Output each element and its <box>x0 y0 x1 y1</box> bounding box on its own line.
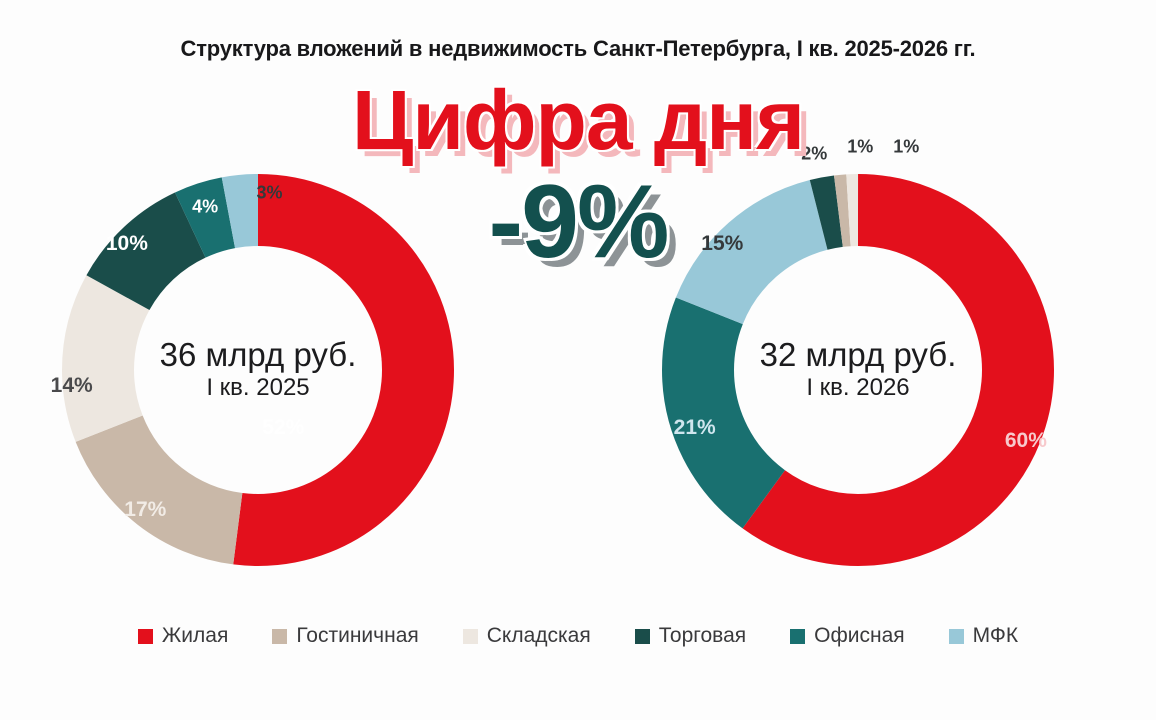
legend-label: МФК <box>972 624 1019 647</box>
donut-svg-2025 <box>62 174 454 566</box>
chart-legend: Жилая Гостиничная Складская Торговая Офи… <box>0 624 1156 648</box>
legend-swatch-icon <box>634 628 650 644</box>
slice-office-2026[interactable] <box>662 174 1054 566</box>
legend-swatch-icon <box>272 628 288 644</box>
page-title: Структура вложений в недвижимость Санкт-… <box>180 36 976 61</box>
legend-label: Складская <box>486 624 591 647</box>
legend-swatch-icon <box>137 628 153 644</box>
slice-warehouse-2026[interactable] <box>662 174 1054 566</box>
donut-charts-container: 52% 17% 14% 10% 4% 3% 36 млрд руб. I кв.… <box>0 132 1156 602</box>
legend-item-warehouse[interactable]: Складская <box>462 624 591 648</box>
donut-svg-2026 <box>662 174 1054 566</box>
legend-item-residential[interactable]: Жилая <box>137 624 229 648</box>
legend-item-office[interactable]: Офисная <box>790 624 905 648</box>
legend-swatch-icon <box>462 628 478 644</box>
legend-swatch-icon <box>790 628 806 644</box>
slice-mixed-use-2025[interactable] <box>62 174 454 566</box>
legend-label: Жилая <box>161 624 229 647</box>
legend-item-hotel[interactable]: Гостиничная <box>272 624 419 648</box>
legend-label: Офисная <box>814 624 905 647</box>
legend-label: Гостиничная <box>296 624 419 647</box>
donut-chart-2026: 60% 21% 15% 2% 1% 1% 32 млрд руб. I кв. … <box>628 136 1088 600</box>
donut-chart-2025: 52% 17% 14% 10% 4% 3% 36 млрд руб. I кв.… <box>28 140 488 600</box>
legend-swatch-icon <box>948 628 964 644</box>
legend-label: Торговая <box>658 624 747 647</box>
legend-item-retail[interactable]: Торговая <box>634 624 747 648</box>
legend-item-mixed-use[interactable]: МФК <box>948 624 1019 648</box>
slice-warehouse-2025[interactable] <box>62 174 454 566</box>
